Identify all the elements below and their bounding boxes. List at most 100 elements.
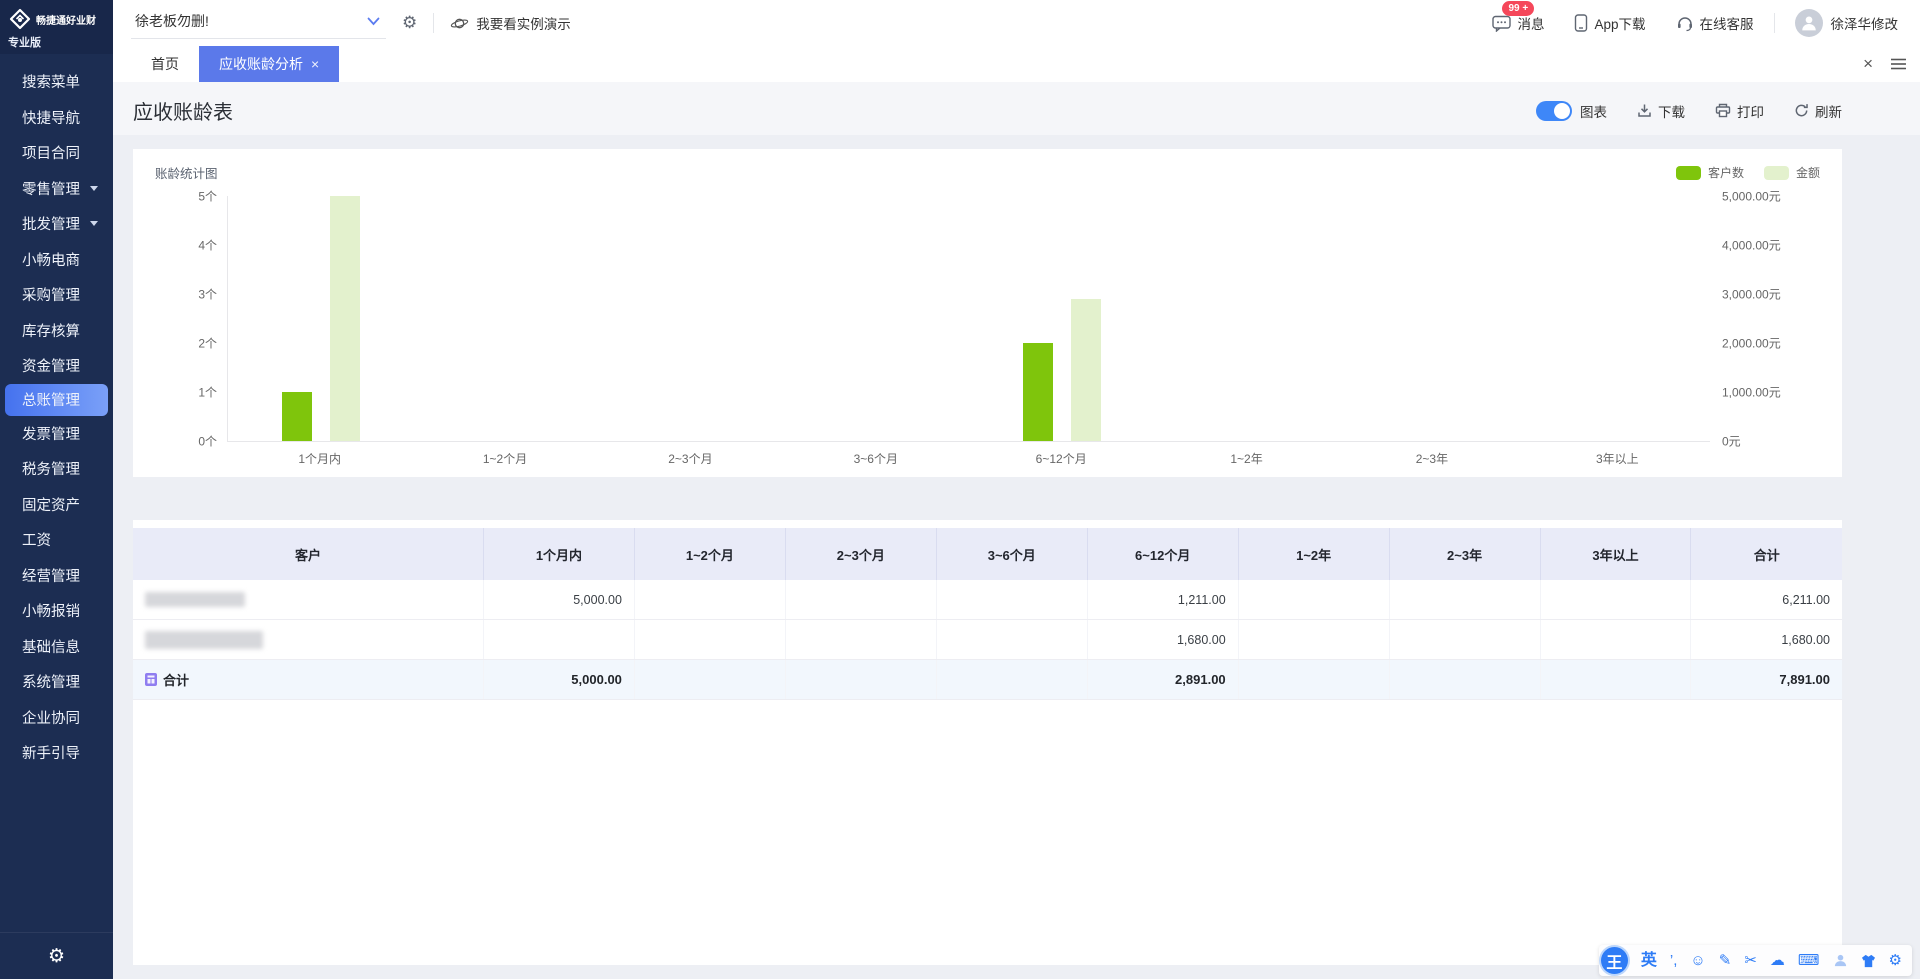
col-header-1~2个月[interactable]: 1~2个月	[634, 528, 786, 580]
sidebar-settings-gear-icon[interactable]: ⚙	[47, 945, 66, 967]
tab-应收账龄分析[interactable]: 应收账龄分析 ×	[199, 46, 340, 82]
sidebar-item-小畅报销[interactable]: 小畅报销	[0, 593, 113, 629]
sidebar-item-采购管理[interactable]: 采购管理	[0, 277, 113, 313]
sidebar-item-小畅电商[interactable]: 小畅电商	[0, 242, 113, 278]
table-header-row: 客户 1个月内 1~2个月 2~3个月 3~6个月 6~12个月 1~2年 2~3年 3年以上合…	[133, 528, 1842, 580]
chevron-down-icon	[90, 185, 98, 195]
bar-客户数-1个月内[interactable]	[281, 392, 312, 441]
sidebar-item-搜索菜单[interactable]: 搜索菜单	[0, 64, 113, 100]
tab-首页[interactable]: 首页	[131, 46, 199, 82]
sidebar-footer: ⚙	[0, 932, 113, 979]
app-download-label: App下载	[1594, 17, 1646, 32]
sidebar-item-零售管理[interactable]: 零售管理	[0, 171, 113, 207]
sidebar-item-label: 发票管理	[22, 426, 80, 443]
total-value-cell	[634, 659, 786, 700]
demo-link[interactable]: 我要看实例演示	[450, 13, 571, 33]
workbench-settings-gear-icon[interactable]: ⚙	[402, 13, 418, 32]
sidebar-item-label: 经营管理	[22, 568, 80, 585]
tab-close-icon[interactable]: ×	[311, 56, 320, 72]
col-header-3~6个月[interactable]: 3~6个月	[936, 528, 1088, 580]
bar-金额-6~12个月[interactable]	[1070, 299, 1101, 441]
customer-cell	[133, 580, 484, 620]
table-row[interactable]: 1,680.00 1,680.00	[133, 619, 1842, 660]
total-value-cell	[785, 659, 937, 700]
col-header-1~2年[interactable]: 1~2年	[1238, 528, 1390, 580]
ime-punctuation-icon[interactable]: ’,	[1669, 952, 1678, 969]
company-selector[interactable]: 徐老板勿删!	[131, 7, 386, 39]
sidebar-item-label: 基础信息	[22, 639, 80, 656]
col-header-1个月内[interactable]: 1个月内	[483, 528, 635, 580]
sidebar-item-经营管理[interactable]: 经营管理	[0, 558, 113, 594]
legend-item-金额[interactable]: 金额	[1763, 164, 1820, 181]
bar-金额-1个月内[interactable]	[329, 196, 360, 441]
ime-keyboard-icon[interactable]: ⌨	[1797, 952, 1820, 969]
sidebar-item-企业协同[interactable]: 企业协同	[0, 700, 113, 736]
sidebar-item-库存核算[interactable]: 库存核算	[0, 313, 113, 349]
bar-group-1~2个月	[413, 196, 598, 441]
ime-cloud-icon[interactable]: ☁	[1769, 952, 1785, 969]
col-header-合计[interactable]: 合计	[1690, 528, 1842, 580]
app-download-button[interactable]: App下载	[1574, 13, 1646, 33]
close-tab-icon[interactable]: ×	[1863, 54, 1873, 73]
sidebar-item-工资[interactable]: 工资	[0, 522, 113, 558]
ime-person-icon[interactable]	[1833, 953, 1848, 968]
sidebar-item-系统管理[interactable]: 系统管理	[0, 664, 113, 700]
content: 应收账龄表 图表 下载	[113, 82, 1920, 979]
ime-scissors-icon[interactable]: ✂	[1744, 952, 1757, 969]
sidebar: 畅捷通好业财 专业版 搜索菜单 快捷导航 项目合同 零售管理 批发管理 小畅电商 采购管理库…	[0, 0, 113, 979]
messages-button[interactable]: 消息 99 +	[1492, 1, 1544, 33]
sidebar-item-基础信息[interactable]: 基础信息	[0, 629, 113, 665]
value-cell	[785, 580, 937, 620]
sidebar-item-税务管理[interactable]: 税务管理	[0, 451, 113, 487]
tab-label: 首页	[151, 56, 179, 72]
x-axis-label: 6~12个月	[1035, 452, 1087, 466]
sidebar-item-固定资产[interactable]: 固定资产	[0, 487, 113, 523]
ime-logo[interactable]: 王	[1600, 947, 1628, 974]
sidebar-item-label: 批发管理	[22, 217, 80, 234]
table-body: 5,000.00 1,211.00 6,211.00 1,680.00 1,680.00…	[133, 580, 1842, 700]
sidebar-item-项目合同[interactable]: 项目合同	[0, 135, 113, 171]
bar-客户数-6~12个月[interactable]	[1022, 343, 1053, 441]
tab-list-icon[interactable]	[1891, 58, 1906, 70]
ime-toolbar: 王 英 ’, ☺ ✎ ✂ ☁ ⌨ ⚙	[1598, 945, 1912, 976]
download-button[interactable]: 下载	[1637, 101, 1685, 121]
legend-label: 金额	[1795, 166, 1820, 180]
print-label: 打印	[1737, 104, 1764, 120]
user-menu[interactable]: 徐泽华修改	[1794, 9, 1898, 37]
ime-mode-english-icon[interactable]: 英	[1640, 951, 1657, 969]
ime-skin-icon[interactable]	[1861, 954, 1876, 968]
col-header-6~12个月[interactable]: 6~12个月	[1087, 528, 1239, 580]
legend-item-客户数[interactable]: 客户数	[1675, 164, 1744, 181]
ime-emoji-icon[interactable]: ☺	[1690, 952, 1706, 969]
sidebar-item-快捷导航[interactable]: 快捷导航	[0, 100, 113, 136]
chart-toggle[interactable]: 图表	[1536, 100, 1607, 121]
refresh-button[interactable]: 刷新	[1794, 101, 1842, 121]
sidebar-item-资金管理[interactable]: 资金管理	[0, 348, 113, 384]
chart-left-axis: 0个 1个 2个 3个 4个 5个	[155, 190, 227, 449]
print-button[interactable]: 打印	[1715, 101, 1764, 121]
company-name: 徐老板勿删!	[135, 13, 209, 29]
ime-handwriting-icon[interactable]: ✎	[1718, 952, 1732, 969]
col-header-3年以上[interactable]: 3年以上	[1540, 528, 1692, 580]
sidebar-item-新手引导[interactable]: 新手引导	[0, 735, 113, 771]
table-row[interactable]: 5,000.00 1,211.00 6,211.00	[133, 580, 1842, 620]
bar-group-3~6个月	[784, 196, 969, 441]
col-header-2~3年[interactable]: 2~3年	[1389, 528, 1541, 580]
headset-icon	[1676, 14, 1694, 32]
col-header-客户[interactable]: 客户	[133, 528, 484, 580]
total-value-cell	[1540, 659, 1692, 700]
planet-icon	[450, 16, 469, 31]
toggle-switch[interactable]	[1536, 100, 1572, 121]
chart-body: 0个 1个 2个 3个 4个 5个 1个月内 1~2个月 2~3个月 3~6个月 6~12个月 1~…	[155, 190, 1820, 467]
ime-settings-icon[interactable]: ⚙	[1888, 952, 1902, 969]
brand-logo-icon	[8, 7, 32, 31]
x-axis-label: 3年以上	[1595, 452, 1639, 466]
sidebar-item-总账管理[interactable]: 总账管理	[5, 383, 108, 416]
sidebar-item-label: 资金管理	[22, 359, 80, 376]
sidebar-item-批发管理[interactable]: 批发管理	[0, 206, 113, 242]
sidebar-item-发票管理[interactable]: 发票管理	[0, 416, 113, 452]
chevron-down-icon	[90, 221, 98, 230]
col-header-2~3个月[interactable]: 2~3个月	[785, 528, 937, 580]
support-button[interactable]: 在线客服	[1676, 13, 1754, 33]
download-label: 下载	[1658, 104, 1685, 120]
